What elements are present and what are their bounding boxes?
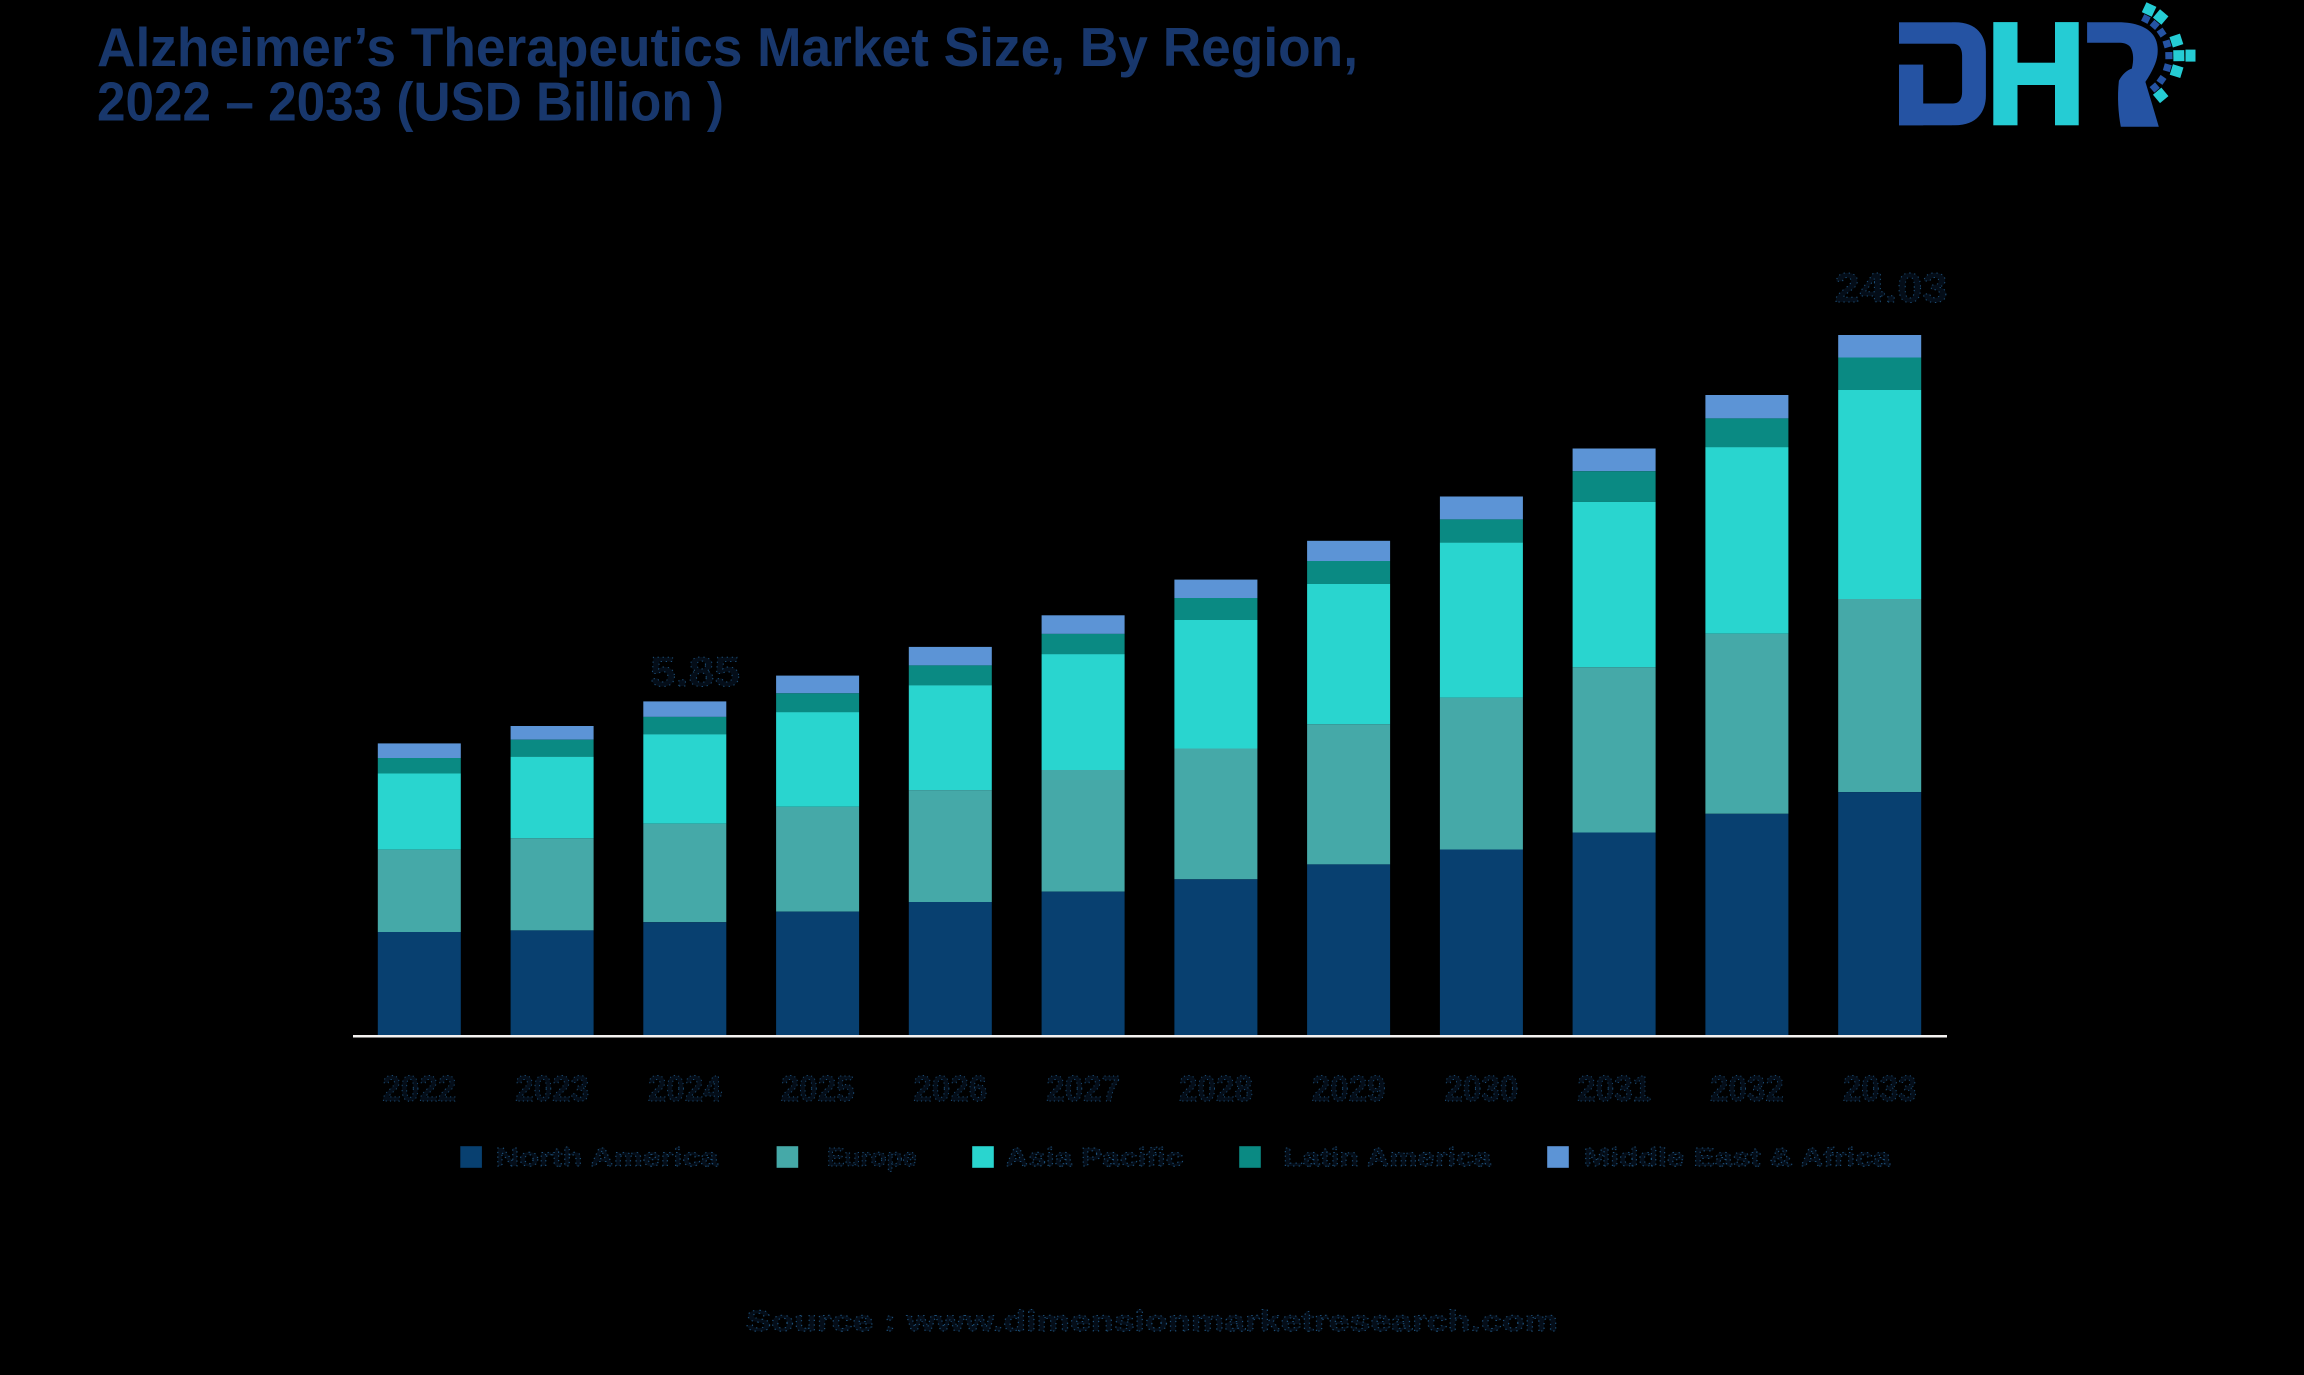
- svg-text:North America: North America: [496, 1142, 720, 1172]
- svg-text:2028: 2028: [1179, 1068, 1253, 1109]
- svg-text:2022 – 2033 (USD Billion ): 2022 – 2033 (USD Billion ): [97, 70, 724, 132]
- svg-text:2032: 2032: [1710, 1068, 1784, 1109]
- svg-text:Europe: Europe: [827, 1142, 917, 1172]
- svg-text:5.85: 5.85: [650, 648, 740, 695]
- svg-text:Latin America: Latin America: [1283, 1142, 1492, 1172]
- svg-text:2022: 2022: [382, 1068, 456, 1109]
- svg-text:2023: 2023: [515, 1068, 589, 1109]
- svg-text:24.03: 24.03: [1835, 264, 1948, 311]
- svg-text:2024: 2024: [648, 1068, 722, 1109]
- svg-text:Asia Pacific: Asia Pacific: [1005, 1142, 1183, 1172]
- svg-text:2031: 2031: [1577, 1068, 1651, 1109]
- svg-text:2033: 2033: [1843, 1068, 1917, 1109]
- svg-text:Alzheimer’s Therapeutics Marke: Alzheimer’s Therapeutics Market Size, By…: [97, 16, 1358, 78]
- svg-text:2027: 2027: [1046, 1068, 1120, 1109]
- svg-text:2029: 2029: [1312, 1068, 1386, 1109]
- svg-text:2030: 2030: [1444, 1068, 1518, 1109]
- svg-text:Source : www.dimensionmarketre: Source : www.dimensionmarketresearch.com: [746, 1305, 1558, 1338]
- svg-text:2025: 2025: [781, 1068, 855, 1109]
- svg-text:Middle East & Africa: Middle East & Africa: [1584, 1142, 1892, 1172]
- svg-text:2026: 2026: [913, 1068, 987, 1109]
